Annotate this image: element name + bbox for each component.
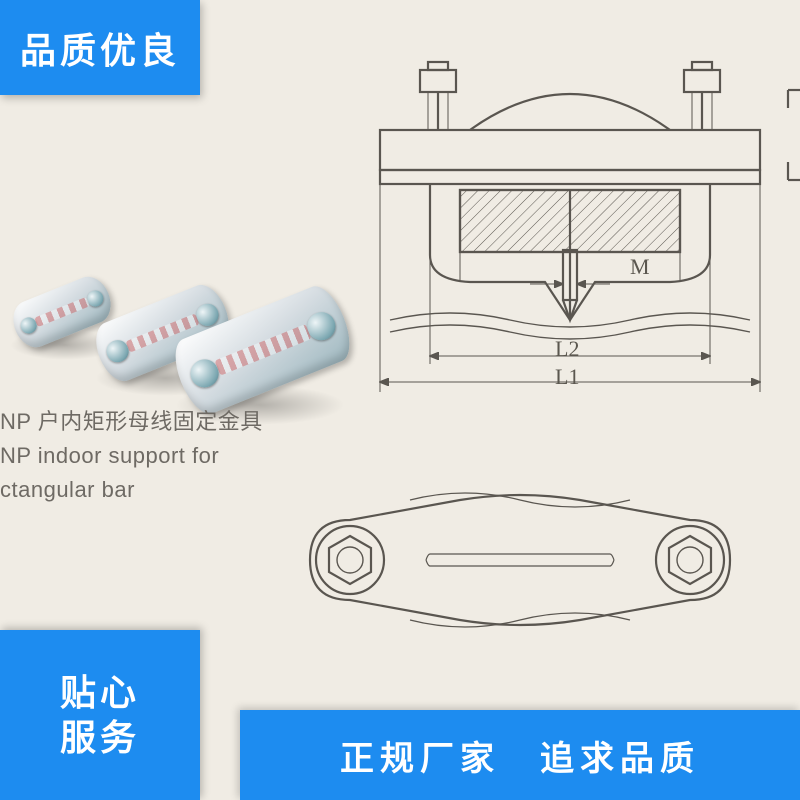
- page-root: 品质优良 贴心 服务 正规厂家 追求品质 NP 户内矩形母线固定金具 NP in…: [0, 0, 800, 800]
- badge-service: 贴心 服务: [0, 630, 200, 800]
- caption-line-1: NP 户内矩形母线固定金具: [0, 405, 300, 439]
- badge-service-line2: 服务: [60, 715, 140, 760]
- product-photo: [0, 210, 280, 400]
- drawing-top-view: [250, 460, 790, 660]
- dim-label-l2: L2: [555, 336, 579, 362]
- badge-quality: 品质优良: [0, 0, 200, 95]
- dim-label-l1: L1: [555, 364, 579, 390]
- badge-service-line1: 贴心: [60, 670, 140, 715]
- badge-factory-strip: 正规厂家 追求品质: [240, 710, 800, 800]
- dim-label-m: M: [630, 254, 650, 280]
